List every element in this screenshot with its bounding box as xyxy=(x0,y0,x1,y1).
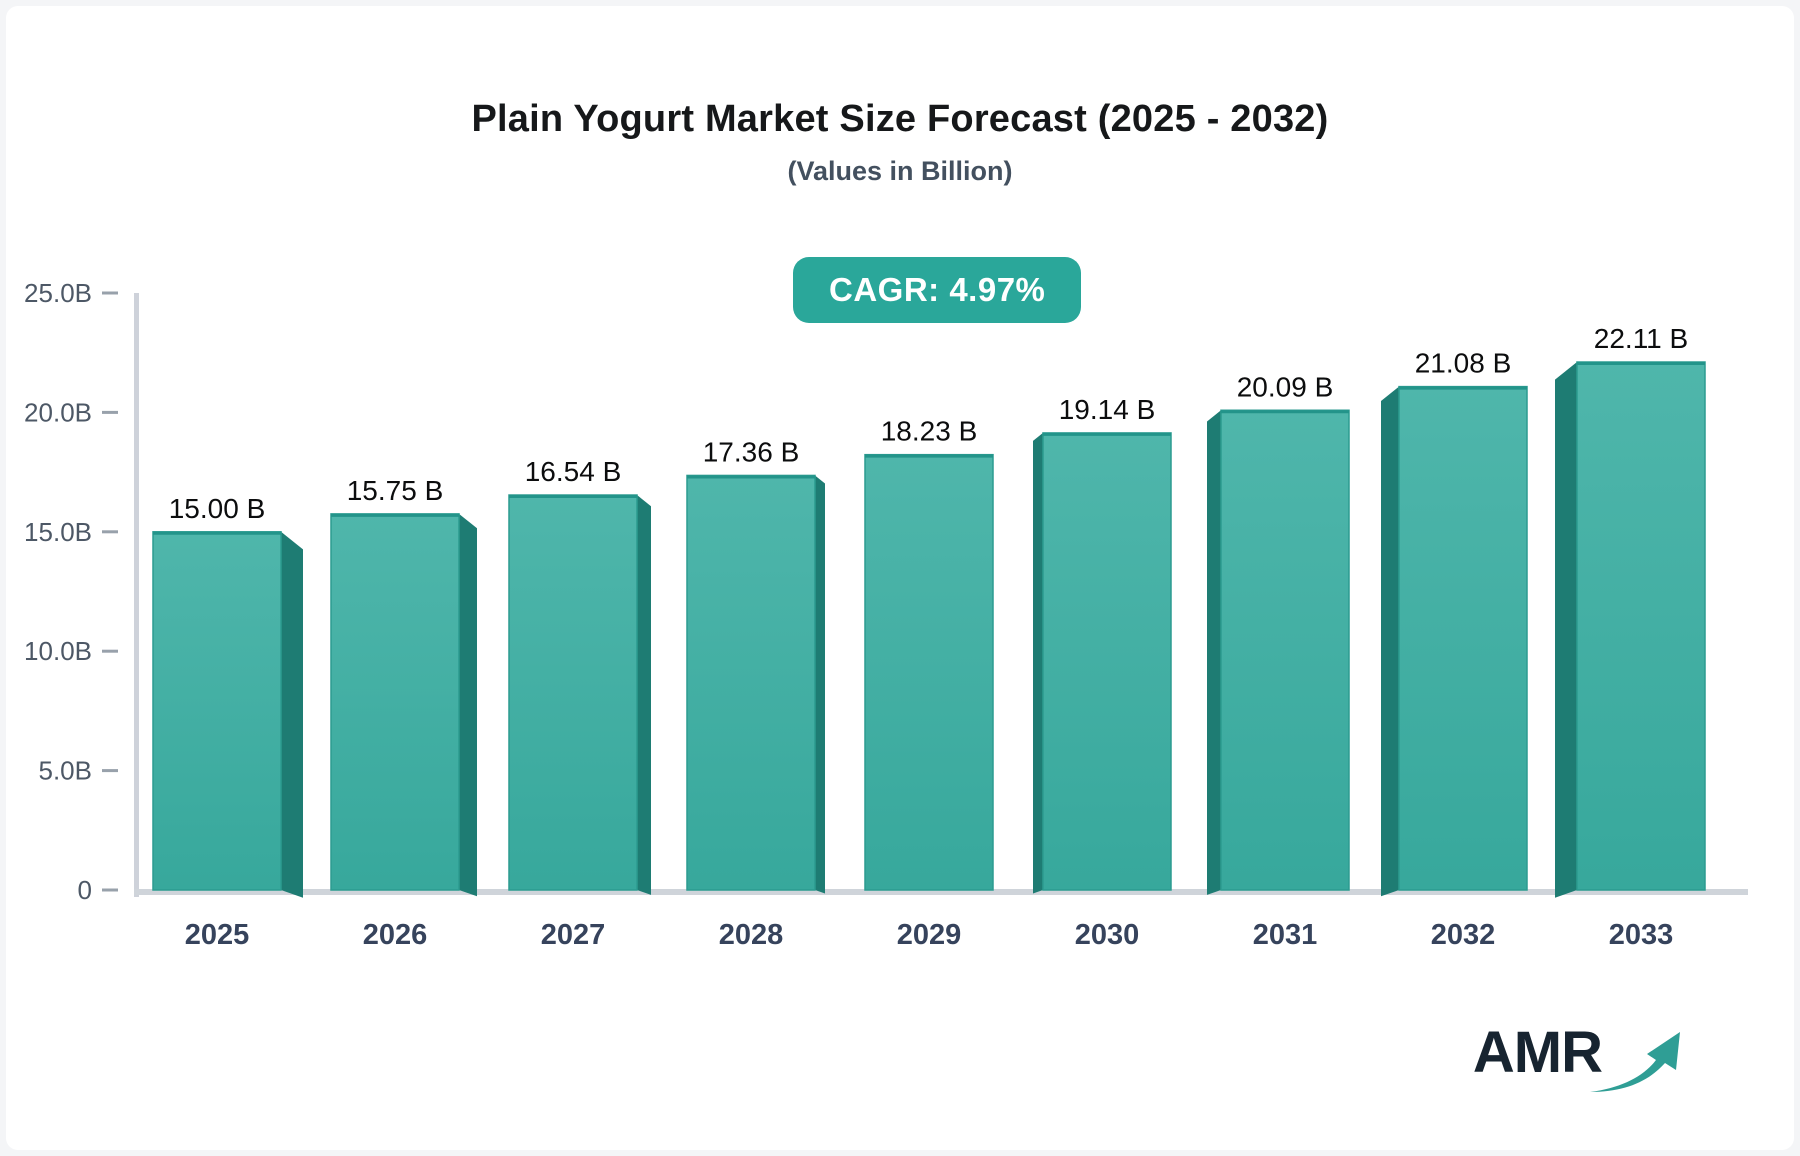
x-axis-label: 2030 xyxy=(1075,919,1140,951)
cagr-badge: CAGR: 4.97% xyxy=(793,257,1082,323)
amr-logo-text: AMR xyxy=(1472,1020,1603,1085)
y-axis-tick xyxy=(102,769,118,773)
y-axis-label: 25.0B xyxy=(24,278,92,308)
growth-arrow-icon xyxy=(1590,1032,1680,1092)
bar-group-2030: 19.14 B xyxy=(1033,394,1172,894)
bar-face xyxy=(152,531,282,891)
bar-group-2029: 18.23 B xyxy=(864,416,994,891)
bar-side-face xyxy=(281,531,303,898)
bar-value-label: 16.54 B xyxy=(525,456,622,487)
x-axis-label: 2026 xyxy=(363,919,428,951)
bar-chart: 0 5.0B 10.0B 15.0B 20.0B 25.0B 15.00 B 2025 15.7… xyxy=(24,278,1748,951)
amr-logo: AMR xyxy=(1473,1024,1692,1098)
bar-group-2027: 16.54 B xyxy=(508,456,651,895)
bar-face xyxy=(508,494,638,891)
y-axis-label: 0 xyxy=(78,875,92,905)
x-axis-label: 2032 xyxy=(1431,919,1496,951)
bar-value-label: 19.14 B xyxy=(1059,394,1156,425)
bar-side-face xyxy=(815,475,825,894)
bar-side-face xyxy=(1207,410,1221,895)
x-axis-baseline xyxy=(134,889,1748,895)
x-axis-label: 2031 xyxy=(1253,919,1318,951)
bar-value-label: 18.23 B xyxy=(881,416,978,447)
bar-group-2026: 15.75 B xyxy=(330,475,477,897)
bar-group-2032: 21.08 B xyxy=(1381,348,1528,897)
x-axis-label: 2025 xyxy=(185,919,250,951)
x-axis-label: 2027 xyxy=(541,919,606,951)
bar-value-label: 15.00 B xyxy=(169,493,266,524)
y-axis-label: 15.0B xyxy=(24,517,92,547)
x-axis-label: 2033 xyxy=(1609,919,1674,951)
x-axis-label: 2029 xyxy=(897,919,962,951)
bar-side-face xyxy=(1033,432,1043,894)
bar-side-face xyxy=(1381,386,1399,897)
y-axis-label: 10.0B xyxy=(24,636,92,666)
bar-face xyxy=(1576,361,1706,891)
y-axis-tick xyxy=(102,649,118,653)
bar-value-label: 15.75 B xyxy=(347,475,444,506)
y-axis-label: 5.0B xyxy=(39,756,93,786)
bar-group-2028: 17.36 B xyxy=(686,436,825,894)
bar-group-2025: 15.00 B xyxy=(152,493,303,898)
bar-face xyxy=(686,474,816,891)
bar-value-label: 22.11 B xyxy=(1594,323,1688,354)
y-axis-tick xyxy=(102,530,118,534)
bar-face xyxy=(864,453,994,891)
chart-title: Plain Yogurt Market Size Forecast (2025 … xyxy=(471,98,1329,140)
bar-group-2031: 20.09 B xyxy=(1207,371,1350,895)
y-axis-tick xyxy=(102,291,118,295)
chart-subtitle: (Values in Billion) xyxy=(787,156,1013,186)
bar-value-label: 17.36 B xyxy=(703,436,800,467)
bar-side-face xyxy=(459,513,477,897)
y-axis-tick xyxy=(102,410,118,414)
y-axis-tick xyxy=(102,888,118,892)
y-axis-line xyxy=(134,293,139,897)
bar-face xyxy=(330,513,460,891)
bar-face xyxy=(1398,385,1528,891)
x-axis-label: 2028 xyxy=(719,919,784,951)
y-axis-label: 20.0B xyxy=(24,397,92,427)
bar-face xyxy=(1220,409,1350,891)
chart-card: Plain Yogurt Market Size Forecast (2025 … xyxy=(6,6,1794,1150)
bar-side-face xyxy=(637,495,651,895)
bar-value-label: 21.08 B xyxy=(1415,348,1512,379)
bar-side-face xyxy=(1555,362,1577,898)
bar-value-label: 20.09 B xyxy=(1237,371,1334,402)
bar-face xyxy=(1042,432,1172,891)
bar-group-2033: 22.11 B xyxy=(1555,323,1706,898)
